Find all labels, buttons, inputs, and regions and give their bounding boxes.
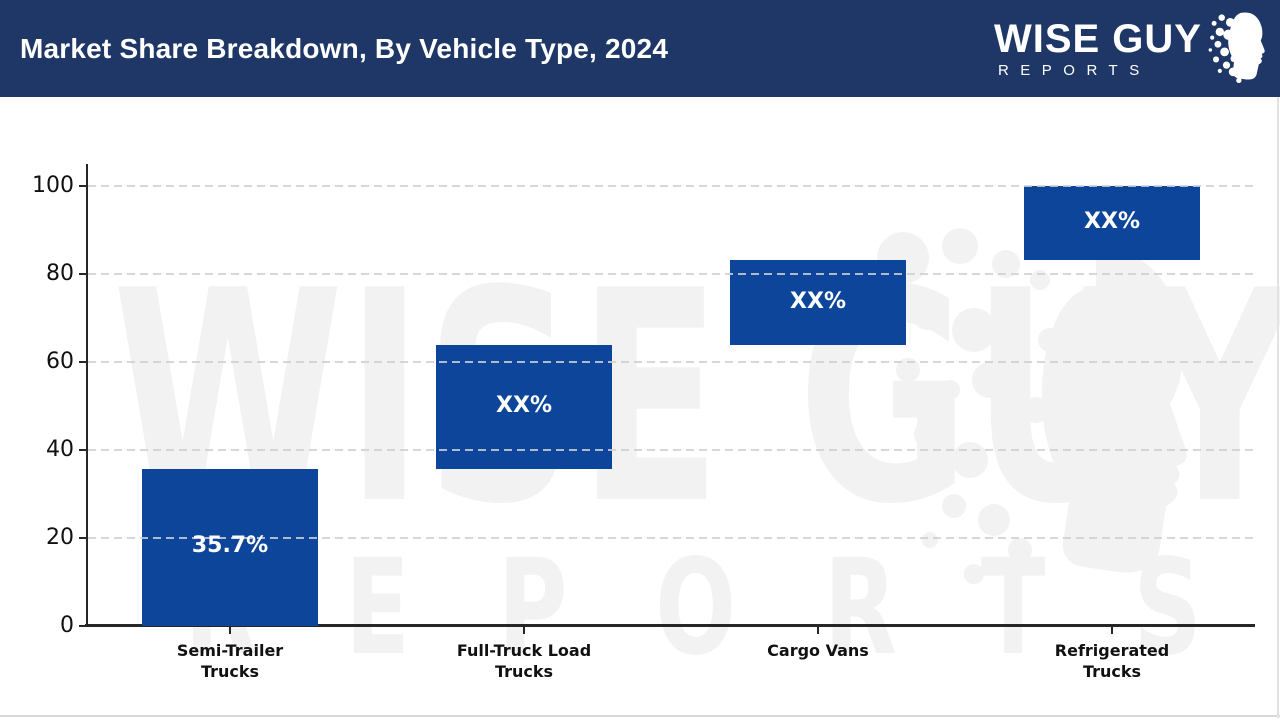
y-tick-label: 0 [60,613,74,638]
y-tick-label: 60 [46,349,74,374]
x-axis-line [85,624,1255,627]
x-category-label-line: Trucks [1082,661,1142,681]
x-category-label: Semi-Trailer Trucks [110,641,350,683]
bottom-hairline [0,715,1280,717]
logo-text: WISE GUY REPORTS [994,19,1202,79]
y-tick-mark [79,625,87,627]
y-tick-mark [79,185,87,187]
watermark-line2: REPORTS [184,530,1280,685]
page-title: Market Share Breakdown, By Vehicle Type,… [20,32,669,64]
y-tick-mark [79,361,87,363]
gridline [88,185,1255,187]
x-category-label-line: Trucks [200,661,260,681]
logo-subtitle: REPORTS [997,61,1151,79]
logo-head-icon [1208,11,1265,83]
x-category-label-line: Refrigerated [1054,641,1170,660]
wise-guy-reports-logo: WISE GUY REPORTS [994,10,1280,88]
x-category-label-line: Full-Truck Load [456,641,592,660]
bar-refrigerated-trucks [1024,186,1200,260]
bar-value-label: XX% [1084,208,1140,234]
logo-wordmark: WISE GUY [993,16,1202,61]
bar-semi-trailer-trucks [142,468,318,626]
x-tick-mark [229,627,231,634]
bar-value-label: XX% [790,288,846,314]
bar-value-label: XX% [496,393,552,419]
y-axis-line [86,164,88,627]
y-tick-label: 100 [32,173,74,198]
x-tick-mark [1111,627,1113,634]
header-bar: Market Share Breakdown, By Vehicle Type,… [0,0,1280,97]
right-hairline [1277,97,1279,718]
y-tick-mark [79,273,87,275]
y-tick-label: 20 [46,525,74,550]
y-tick-label: 80 [46,261,74,286]
bar-value-label: 35.7% [191,533,269,559]
x-category-label-line: Semi-Trailer [176,641,284,660]
y-tick-mark [79,449,87,451]
bar-full-truck-load-trucks [436,345,612,469]
gridline [88,537,1255,539]
x-category-label: Full-Truck Load Trucks [404,641,644,683]
gridline [88,273,1255,275]
x-category-label: Cargo Vans [698,641,938,662]
x-category-label-line: Cargo Vans [767,641,869,660]
x-tick-mark [523,627,525,634]
x-category-label: Refrigerated Trucks [992,641,1232,683]
y-tick-label: 40 [46,437,74,462]
x-category-label-line: Trucks [494,661,554,681]
gridline [88,449,1255,451]
y-tick-mark [79,537,87,539]
watermark-head-icon [877,228,1187,584]
x-tick-mark [817,627,819,634]
gridline [88,361,1255,363]
